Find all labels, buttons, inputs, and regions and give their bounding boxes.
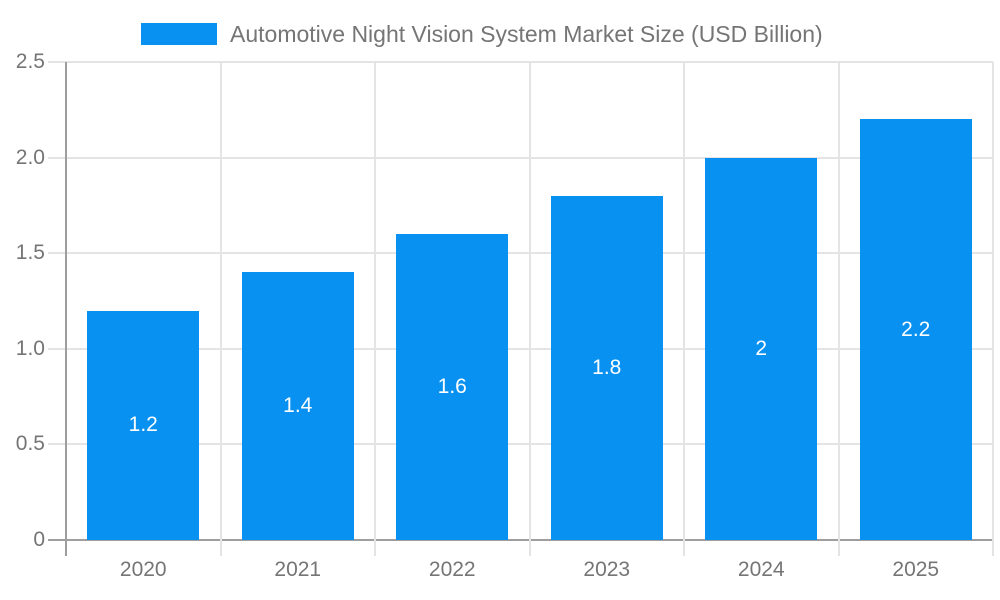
bar-2020: [87, 310, 200, 540]
y-axis-tick-label: 2.5: [15, 50, 45, 73]
x-gridline: [219, 62, 222, 556]
y-axis-tick-label: 2.0: [15, 145, 45, 169]
bar-2023: [550, 195, 663, 540]
y-gridline: [48, 61, 993, 63]
x-axis-tick-label: 2023: [583, 558, 631, 581]
chart-legend: Automotive Night Vision System Market Si…: [141, 21, 823, 47]
x-axis-tick-label: 2021: [274, 558, 322, 581]
y-axis-line: [65, 62, 67, 556]
y-gridline: [48, 156, 993, 159]
x-gridline: [683, 62, 685, 556]
bar-2024: [705, 157, 818, 540]
x-axis-tick-label: 2024: [737, 558, 785, 581]
x-axis-tick-label: 2020: [119, 558, 167, 581]
chart-title: Automotive Night Vision System Market Si…: [230, 21, 823, 47]
y-gridline: [48, 252, 993, 255]
x-gridline: [837, 62, 840, 556]
bar-2022: [396, 234, 509, 540]
x-gridline: [992, 62, 994, 556]
x-axis-tick-label: 2025: [892, 558, 940, 581]
y-axis-tick-label: 0.5: [15, 432, 45, 456]
bar-2025: [859, 119, 972, 540]
y-axis-tick-label: 1.0: [15, 336, 45, 360]
x-gridline: [528, 62, 531, 556]
y-axis-tick-label: 0: [33, 528, 45, 551]
x-axis-tick-label: 2022: [428, 558, 476, 581]
x-gridline: [374, 62, 376, 556]
y-axis-tick-label: 1.5: [15, 241, 45, 265]
legend-swatch: [141, 23, 217, 45]
bar-2021: [241, 272, 354, 540]
